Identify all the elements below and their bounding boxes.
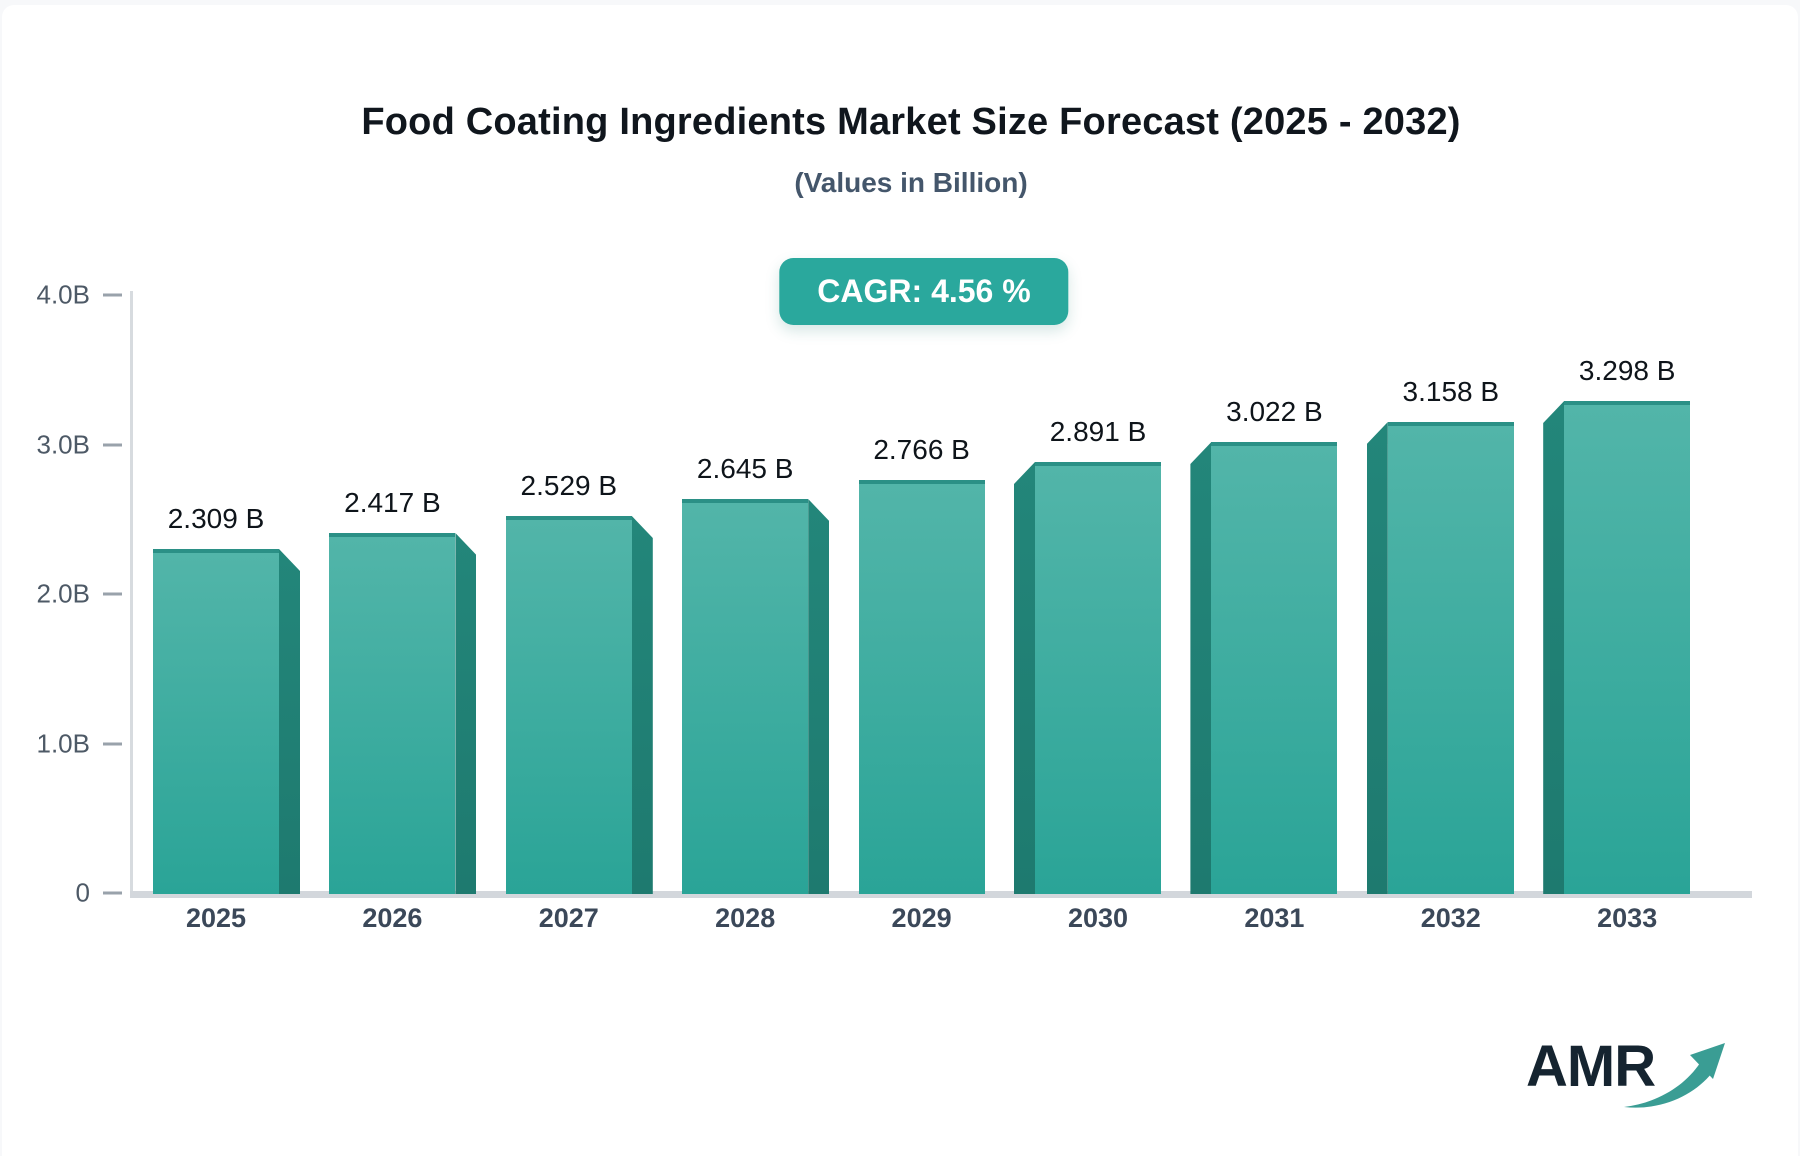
y-tick-mark <box>103 443 122 446</box>
chart-card: Food Coating Ingredients Market Size For… <box>2 5 1798 1156</box>
y-tick-mark <box>103 293 122 297</box>
bar-side-face-2030 <box>1014 462 1035 894</box>
bar-side-face-2031 <box>1190 442 1212 894</box>
y-tick-label: 2.0B <box>36 578 91 609</box>
value-label-2032: 3.158 B <box>1402 376 1500 407</box>
bar-2028 <box>682 499 809 894</box>
growth-arrow-icon <box>1624 1043 1725 1108</box>
plot-area: 4.0B 3.0B 2.0B 1.0B 0 2.309 B 2025 2.417 B 2026 2… <box>2 5 1798 1156</box>
x-tick-label-2030: 2030 <box>1067 903 1129 933</box>
y-tick-label: 4.0B <box>36 279 91 310</box>
x-tick-label-2026: 2026 <box>362 903 423 933</box>
y-tick-label: 0 <box>75 877 90 908</box>
y-tick-label: 3.0B <box>36 429 91 459</box>
x-tick-label-2028: 2028 <box>715 903 776 933</box>
bar-side-face-2027 <box>631 516 653 894</box>
x-tick-label-2029: 2029 <box>891 903 952 933</box>
y-axis-line <box>130 291 133 893</box>
bar-2032 <box>1387 422 1514 894</box>
value-label-2025: 2.309 B <box>167 503 265 534</box>
x-tick-label-2033: 2033 <box>1597 903 1658 933</box>
bar-2031 <box>1211 442 1338 894</box>
bar-2033 <box>1564 401 1691 894</box>
bar-2026 <box>329 533 456 894</box>
x-axis-baseline <box>130 891 1752 898</box>
bar-2029 <box>858 480 985 894</box>
value-label-2028: 2.645 B <box>696 453 794 484</box>
amr-logo: AMR <box>1526 1033 1746 1123</box>
bar-2027 <box>505 516 632 894</box>
value-label-2029: 2.766 B <box>873 434 970 465</box>
bar-side-face-2025 <box>279 549 300 894</box>
value-label-2031: 3.022 B <box>1226 396 1323 427</box>
y-tick-label: 1.0B <box>36 728 91 758</box>
cagr-badge: CAGR: 4.56 % <box>779 258 1069 325</box>
value-label-2027: 2.529 B <box>520 470 618 501</box>
y-tick-mark <box>103 592 122 596</box>
bar-side-face-2028 <box>808 499 830 894</box>
y-tick-mark <box>103 742 122 745</box>
value-label-2030: 2.891 B <box>1049 416 1147 447</box>
bar-2030 <box>1035 462 1161 894</box>
x-tick-label-2027: 2027 <box>538 903 599 933</box>
bar-side-face-2032 <box>1366 422 1388 894</box>
x-tick-label-2031: 2031 <box>1244 903 1305 933</box>
y-tick-mark <box>103 891 122 895</box>
chart-title: Food Coating Ingredients Market Size For… <box>361 101 1461 143</box>
bar-side-face-2033 <box>1543 401 1565 894</box>
x-tick-label-2025: 2025 <box>185 903 247 933</box>
value-label-2026: 2.417 B <box>344 487 441 518</box>
value-label-2033: 3.298 B <box>1578 355 1676 386</box>
x-tick-label-2032: 2032 <box>1420 903 1481 933</box>
chart-subtitle: (Values in Billion) <box>794 167 1028 198</box>
bar-side-face-2026 <box>455 533 477 894</box>
amr-logo-text: AMR <box>1526 1034 1656 1099</box>
bar-2025 <box>153 549 279 894</box>
